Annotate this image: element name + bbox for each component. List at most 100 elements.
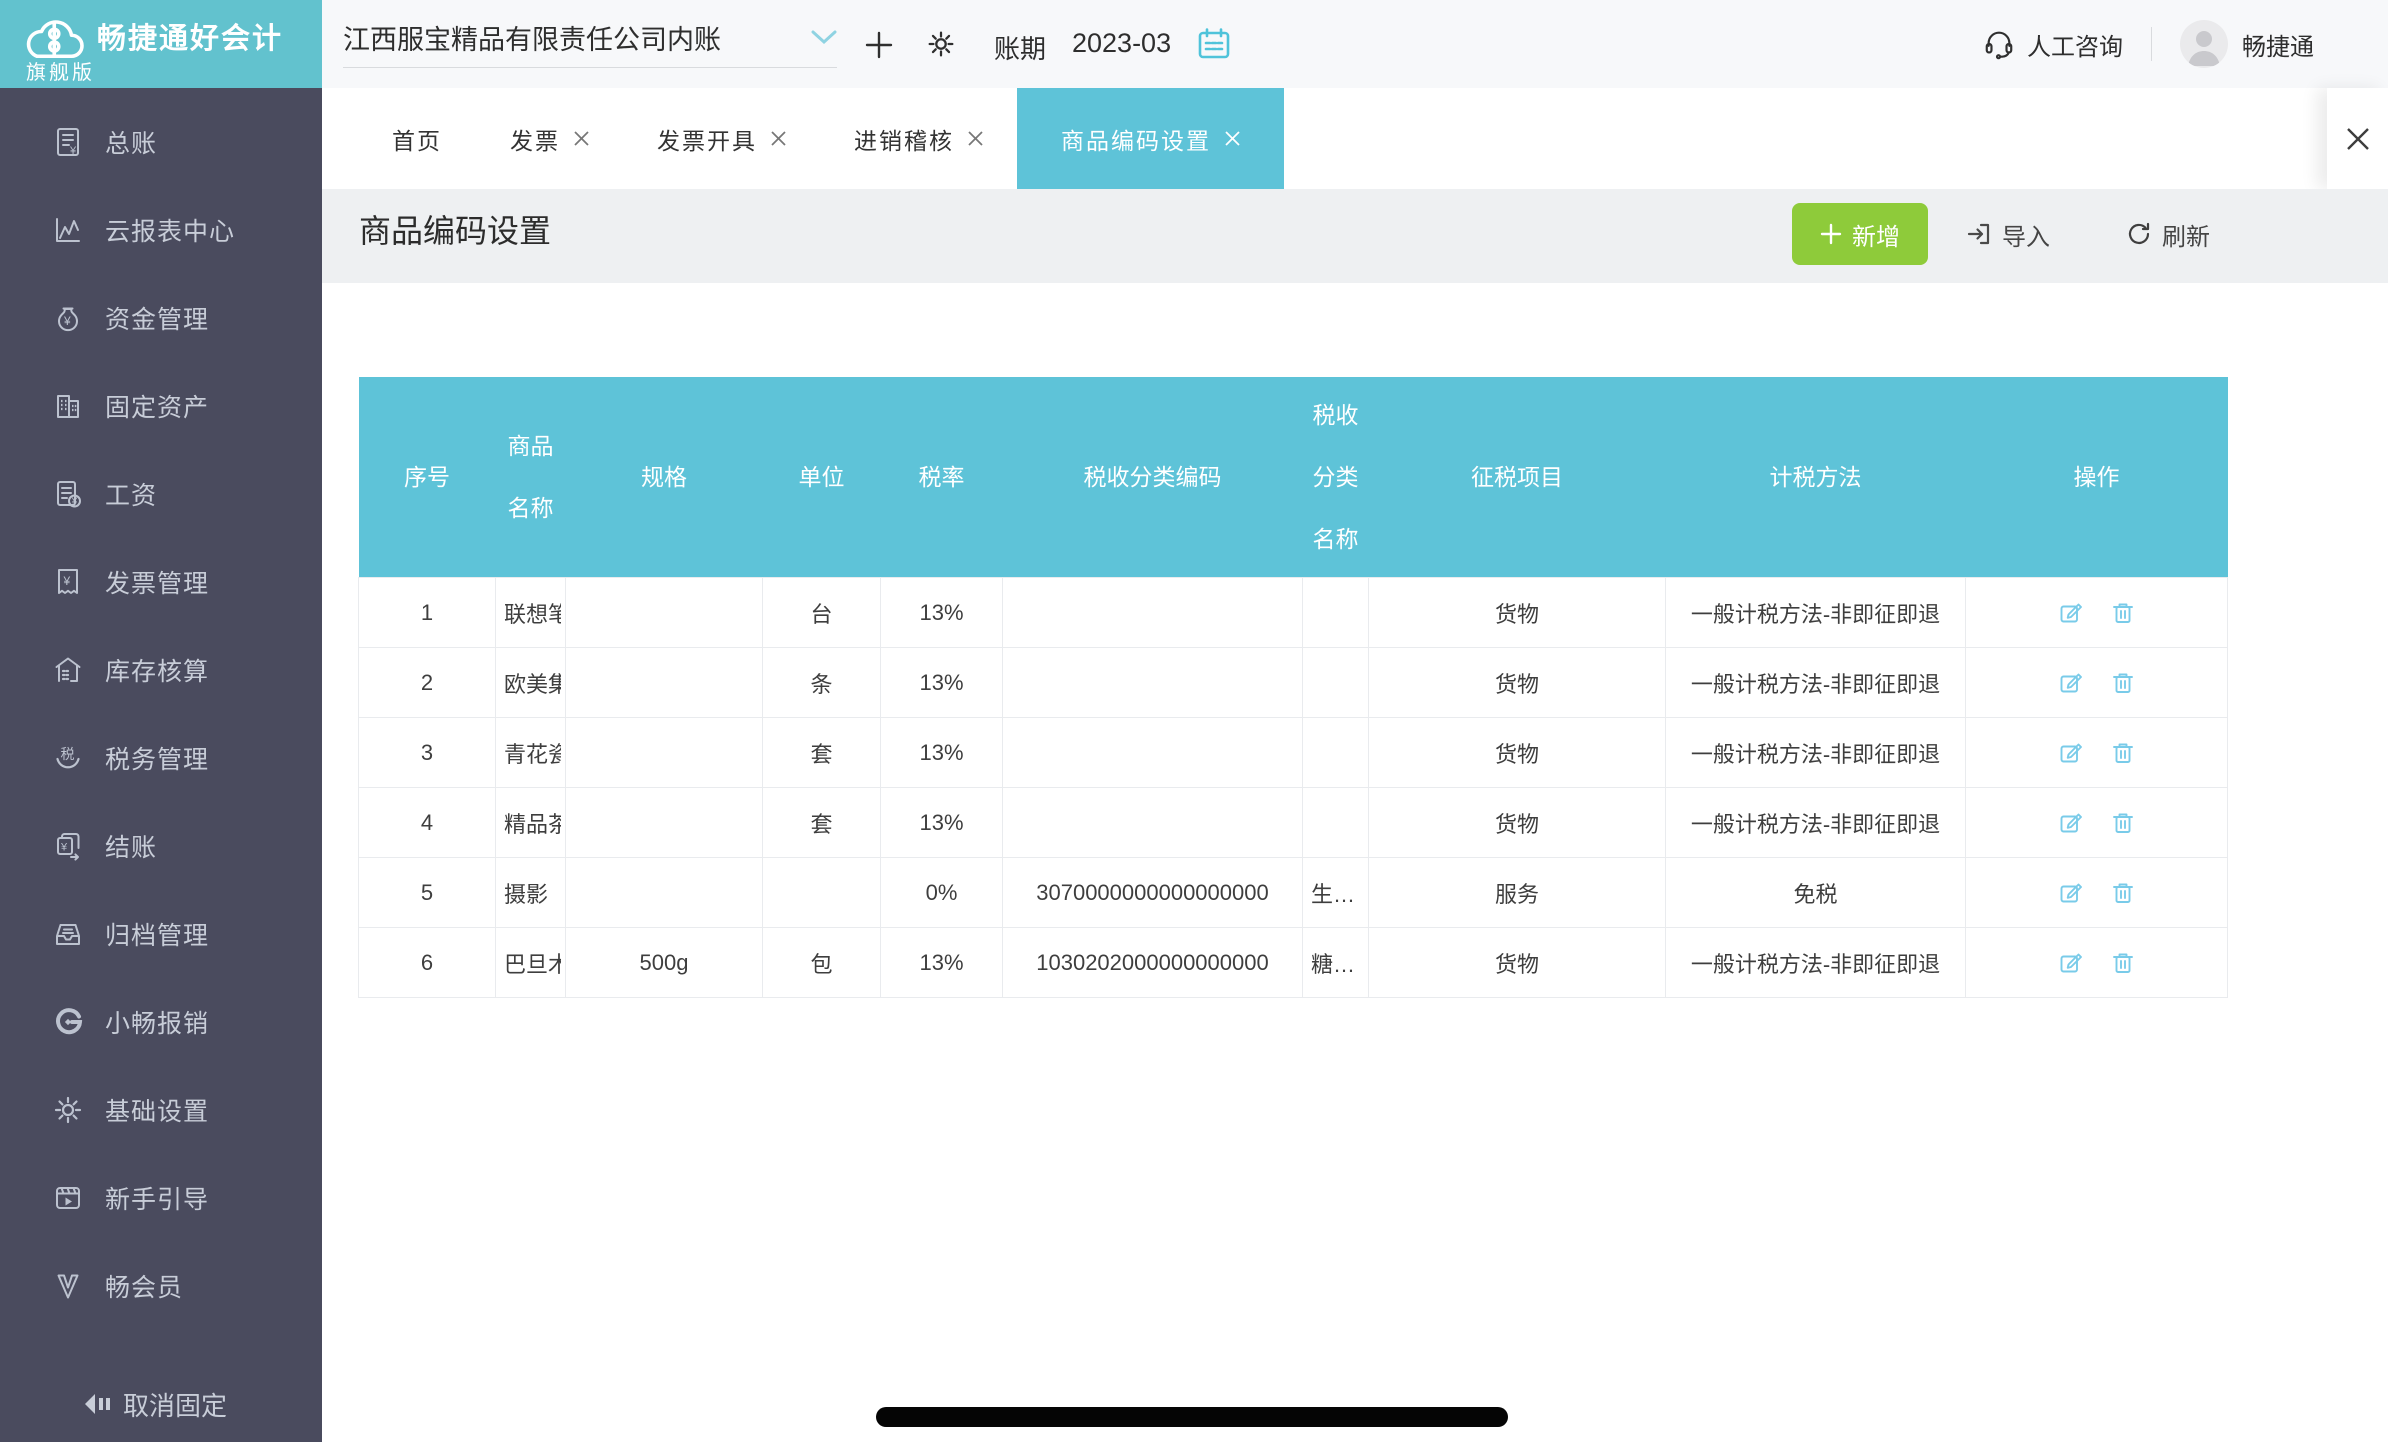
cell-method: 一般计税方法-非即征即退 bbox=[1665, 787, 1966, 858]
cell-seq: 6 bbox=[358, 927, 496, 998]
close-icon[interactable] bbox=[574, 131, 589, 146]
divider bbox=[2151, 27, 2152, 61]
company-selector[interactable]: 江西服宝精品有限责任公司内账 bbox=[343, 8, 837, 68]
chart-icon bbox=[50, 212, 105, 248]
cell-actions bbox=[1965, 857, 2228, 928]
unpin-sidebar-button[interactable]: 取消固定 bbox=[83, 1376, 227, 1432]
cell-method: 一般计税方法-非即征即退 bbox=[1665, 577, 1966, 648]
edit-icon[interactable] bbox=[2058, 950, 2084, 976]
sidebar-item-fixed-assets[interactable]: 固定资产 bbox=[0, 362, 322, 450]
cell-unit: 包 bbox=[762, 927, 881, 998]
add-account-icon[interactable] bbox=[864, 30, 894, 60]
cell-actions bbox=[1965, 647, 2228, 718]
tab-purchase-sales-audit[interactable]: 进销稽核 bbox=[820, 88, 1017, 189]
cell-category: 糖… bbox=[1302, 927, 1369, 998]
cell-code: 1030202000000000000 bbox=[1002, 927, 1303, 998]
tab-invoice-issuing[interactable]: 发票开具 bbox=[623, 88, 820, 189]
calendar-icon[interactable] bbox=[1196, 26, 1232, 62]
sidebar-item-cloud-reports[interactable]: 云报表中心 bbox=[0, 186, 322, 274]
col-header-unit: 单位 bbox=[762, 377, 881, 578]
cell-actions bbox=[1965, 927, 2228, 998]
tab-label: 发票开具 bbox=[657, 127, 757, 154]
delete-icon[interactable] bbox=[2110, 600, 2136, 626]
support-link[interactable]: 人工咨询 bbox=[1983, 27, 2123, 62]
sidebar-item-basic-settings[interactable]: 基础设置 bbox=[0, 1066, 322, 1154]
col-header-actions: 操作 bbox=[1965, 377, 2228, 578]
cell-rate: 13% bbox=[880, 787, 1003, 858]
cell-tax-item: 服务 bbox=[1368, 857, 1666, 928]
edit-icon[interactable] bbox=[2058, 670, 2084, 696]
delete-icon[interactable] bbox=[2110, 810, 2136, 836]
edit-icon[interactable] bbox=[2058, 600, 2084, 626]
sidebar-item-tax-management[interactable]: 税 税务管理 bbox=[0, 714, 322, 802]
sidebar: ¥ 总账 云报表中心 ¥ 资金管理 固定资产 ¥ 工资 ¥ 发票管理 bbox=[0, 88, 322, 1442]
sidebar-item-payroll[interactable]: ¥ 工资 bbox=[0, 450, 322, 538]
close-icon[interactable] bbox=[1225, 131, 1240, 146]
tax-icon: 税 bbox=[50, 740, 105, 776]
delete-icon[interactable] bbox=[2110, 950, 2136, 976]
delete-icon[interactable] bbox=[2110, 880, 2136, 906]
tab-home[interactable]: 首页 bbox=[358, 88, 476, 189]
home-indicator-bar[interactable] bbox=[876, 1407, 1508, 1427]
closing-icon: ¥ bbox=[50, 828, 105, 864]
cell-tax-item: 货物 bbox=[1368, 927, 1666, 998]
brand-edition: 旗舰版 bbox=[26, 62, 95, 84]
cell-code bbox=[1002, 717, 1303, 788]
close-icon[interactable] bbox=[968, 131, 983, 146]
top-bar-right: 人工咨询 畅捷通 bbox=[1983, 0, 2314, 88]
cell-rate: 13% bbox=[880, 927, 1003, 998]
cell-tax-item: 货物 bbox=[1368, 717, 1666, 788]
table-row: 3 青花瓷 套 13% 货物 一般计税方法-非即征即退 bbox=[358, 717, 2228, 788]
cell-actions bbox=[1965, 787, 2228, 858]
cell-category bbox=[1302, 787, 1369, 858]
delete-icon[interactable] bbox=[2110, 740, 2136, 766]
cell-spec bbox=[565, 577, 763, 648]
cell-spec bbox=[565, 857, 763, 928]
account-settings-gear-icon[interactable] bbox=[924, 27, 958, 61]
sidebar-item-membership[interactable]: 畅会员 bbox=[0, 1242, 322, 1330]
close-icon[interactable] bbox=[771, 131, 786, 146]
add-label: 新增 bbox=[1852, 223, 1900, 251]
svg-text:¥: ¥ bbox=[63, 314, 72, 328]
cell-seq: 3 bbox=[358, 717, 496, 788]
edit-icon[interactable] bbox=[2058, 880, 2084, 906]
sidebar-item-label: 总账 bbox=[105, 130, 158, 158]
collapse-left-icon bbox=[83, 1391, 113, 1417]
username[interactable]: 畅捷通 bbox=[2242, 33, 2314, 61]
cell-code bbox=[1002, 787, 1303, 858]
cell-unit bbox=[762, 857, 881, 928]
refresh-button[interactable]: 刷新 bbox=[2120, 203, 2216, 265]
sidebar-item-reimbursement[interactable]: 小畅报销 bbox=[0, 978, 322, 1066]
table-header-row: 序号 商品名称 规格 单位 税率 税收分类编码 税收分类名称 征税项目 计税方法… bbox=[358, 377, 2228, 578]
cell-category: 生… bbox=[1302, 857, 1369, 928]
brand-name: 畅捷通好会计 bbox=[97, 23, 284, 55]
import-button[interactable]: 导入 bbox=[1960, 203, 2056, 265]
edit-icon[interactable] bbox=[2058, 810, 2084, 836]
cell-rate: 13% bbox=[880, 577, 1003, 648]
tab-invoice[interactable]: 发票 bbox=[476, 88, 623, 189]
sidebar-item-closing[interactable]: ¥ 结账 bbox=[0, 802, 322, 890]
cell-name: 摄影 bbox=[495, 857, 566, 928]
sidebar-item-funds[interactable]: ¥ 资金管理 bbox=[0, 274, 322, 362]
col-header-rate: 税率 bbox=[880, 377, 1003, 578]
sidebar-item-general-ledger[interactable]: ¥ 总账 bbox=[0, 98, 322, 186]
warehouse-icon bbox=[50, 652, 105, 688]
cell-method: 一般计税方法-非即征即退 bbox=[1665, 647, 1966, 718]
sidebar-item-archive[interactable]: 归档管理 bbox=[0, 890, 322, 978]
edit-icon[interactable] bbox=[2058, 740, 2084, 766]
cell-actions bbox=[1965, 577, 2228, 648]
cell-method: 免税 bbox=[1665, 857, 1966, 928]
delete-icon[interactable] bbox=[2110, 670, 2136, 696]
import-icon bbox=[1967, 223, 1990, 245]
sidebar-item-invoice-management[interactable]: ¥ 发票管理 bbox=[0, 538, 322, 626]
tab-product-code-settings[interactable]: 商品编码设置 bbox=[1017, 88, 1284, 189]
sidebar-item-label: 基础设置 bbox=[105, 1098, 210, 1126]
close-all-tabs-button[interactable] bbox=[2327, 88, 2388, 189]
add-button[interactable]: 新增 bbox=[1792, 203, 1928, 265]
col-header-code: 税收分类编码 bbox=[1002, 377, 1303, 578]
avatar[interactable] bbox=[2180, 20, 2228, 68]
sidebar-item-inventory[interactable]: 库存核算 bbox=[0, 626, 322, 714]
sidebar-item-beginner-guide[interactable]: 新手引导 bbox=[0, 1154, 322, 1242]
period-value[interactable]: 2023-03 bbox=[1072, 28, 1172, 58]
